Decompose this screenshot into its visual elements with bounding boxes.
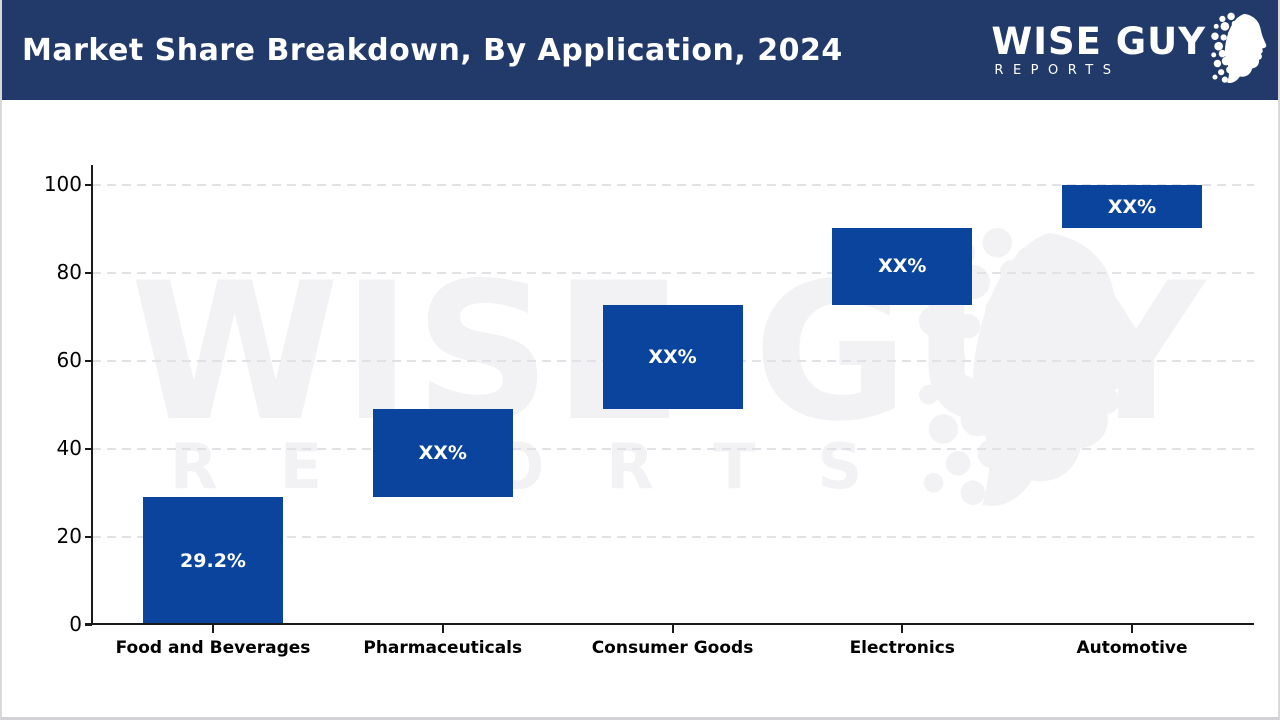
y-axis-line <box>91 165 93 625</box>
x-tick-label-3: Electronics <box>849 638 955 658</box>
bar-pharmaceuticals: XX% <box>372 408 513 497</box>
gridline-y40 <box>92 448 1254 450</box>
bar-value-label: XX% <box>648 345 697 368</box>
bar-consumer-goods: XX% <box>602 304 743 409</box>
bar-electronics: XX% <box>832 228 973 305</box>
y-tick-label-60: 60 <box>56 348 82 372</box>
x-tick-1 <box>441 625 444 633</box>
bar-food-and-beverages: 29.2% <box>143 496 283 625</box>
x-tick-label-0: Food and Beverages <box>115 638 311 658</box>
brand-wordmark: WISE GUY REPORTS <box>991 23 1206 78</box>
y-tick-80 <box>85 272 92 274</box>
x-tick-3 <box>901 625 904 633</box>
x-tick-2 <box>671 625 674 633</box>
y-tick-label-0: 0 <box>69 612 82 636</box>
brand-name: WISE GUY <box>991 19 1206 63</box>
gridline-y80 <box>92 272 1254 274</box>
header-band: Market Share Breakdown, By Application, … <box>2 0 1278 100</box>
bar-value-label: XX% <box>418 441 467 464</box>
bar-value-label: XX% <box>878 255 927 278</box>
gridline-y20 <box>92 536 1254 538</box>
x-axis-line <box>85 623 1254 625</box>
bar-value-label: 29.2% <box>180 549 246 572</box>
x-tick-label-2: Consumer Goods <box>591 638 754 658</box>
gridline-y100 <box>92 184 1254 186</box>
x-tick-4 <box>1131 625 1133 633</box>
y-tick-40 <box>85 448 92 450</box>
y-tick-60 <box>85 360 92 362</box>
chart-title: Market Share Breakdown, By Application, … <box>22 32 843 68</box>
y-tick-20 <box>85 536 92 538</box>
y-tick-label-40: 40 <box>56 436 82 460</box>
y-tick-label-20: 20 <box>56 524 82 548</box>
y-tick-label-100: 100 <box>43 172 82 196</box>
x-tick-label-1: Pharmaceuticals <box>363 638 523 658</box>
y-tick-100 <box>85 184 92 186</box>
x-tick-label-4: Automotive <box>1076 638 1188 658</box>
y-tick-label-80: 80 <box>56 260 82 284</box>
x-tick-0 <box>212 625 214 633</box>
brand-logo: WISE GUY REPORTS <box>991 10 1278 91</box>
y-tick-0 <box>85 624 92 626</box>
bar-automotive: XX% <box>1062 185 1202 229</box>
bar-value-label: XX% <box>1107 195 1157 218</box>
brand-subtitle: REPORTS <box>994 62 1121 78</box>
